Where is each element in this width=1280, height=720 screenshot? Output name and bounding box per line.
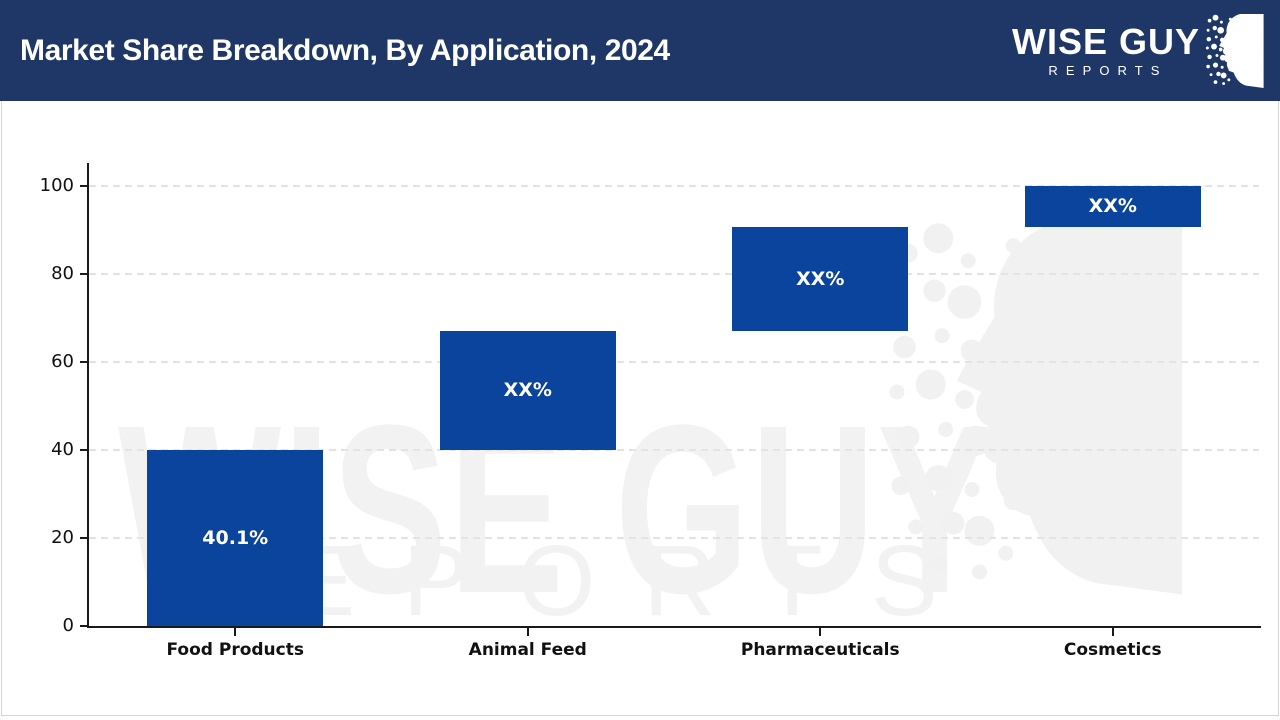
logo-text: WISE GUY REPORTS: [1011, 20, 1200, 78]
y-tick-60: [80, 361, 89, 363]
face-logo-icon: [1205, 13, 1264, 88]
page-title: Market Share Breakdown, By Application, …: [20, 33, 670, 67]
y-tick-label-20: 20: [51, 527, 74, 548]
x-tick-label-pharmaceuticals: Pharmaceuticals: [740, 640, 900, 660]
y-tick-20: [80, 537, 89, 539]
y-tick-40: [80, 449, 89, 451]
x-tick-label-food-products: Food Products: [166, 640, 305, 660]
gridline-20: [89, 537, 1259, 539]
bar-value-label-food-products: 40.1%: [202, 526, 269, 549]
x-tick-animal-feed: [526, 628, 529, 636]
gridline-100: [89, 185, 1259, 187]
plot-area: WISE GUY REPORTS 0 20 40 60 80 100 40.1% XX% XX%…: [0, 101, 1280, 720]
y-tick-label-60: 60: [51, 351, 74, 372]
gridline-80: [89, 273, 1259, 275]
bar-food-products: 40.1%: [147, 449, 324, 626]
header-bar: Market Share Breakdown, By Application, …: [0, 0, 1280, 101]
bar-value-label-animal-feed: XX%: [503, 379, 552, 402]
y-tick-0: [80, 625, 89, 627]
bar-animal-feed: XX%: [439, 331, 616, 450]
y-tick-label-100: 100: [39, 175, 74, 196]
bar-cosmetics: XX%: [1024, 186, 1201, 227]
gridline-40: [89, 449, 1259, 451]
x-tick-food-products: [234, 628, 237, 636]
bar-value-label-pharmaceuticals: XX%: [796, 268, 845, 291]
logo-wordmark: WISE GUY: [1011, 20, 1200, 62]
wiseguy-logo: WISE GUY REPORTS: [1011, 13, 1280, 88]
gridline-60: [89, 361, 1259, 363]
y-axis: [87, 163, 89, 628]
bar-pharmaceuticals: XX%: [732, 226, 909, 332]
y-tick-label-40: 40: [51, 439, 74, 460]
y-tick-label-80: 80: [51, 263, 74, 284]
x-tick-cosmetics: [1111, 628, 1114, 636]
x-tick-pharmaceuticals: [819, 628, 822, 636]
x-axis: [87, 626, 1261, 628]
y-tick-80: [80, 273, 89, 275]
y-tick-label-0: 0: [62, 615, 74, 636]
bar-value-label-cosmetics: XX%: [1088, 195, 1137, 218]
x-tick-label-cosmetics: Cosmetics: [1063, 640, 1162, 660]
x-tick-label-animal-feed: Animal Feed: [468, 640, 587, 660]
logo-subtitle: REPORTS: [1048, 62, 1168, 78]
y-tick-100: [80, 185, 89, 187]
